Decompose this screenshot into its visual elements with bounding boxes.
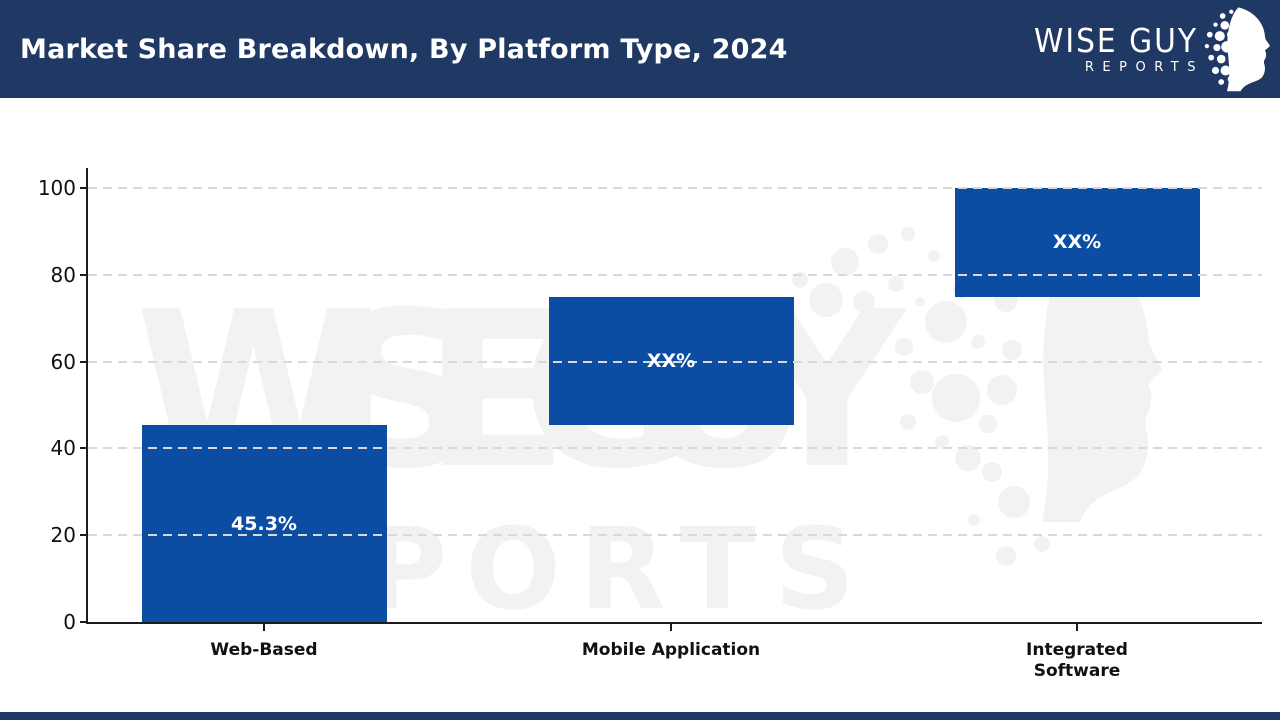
x-tick-mark — [670, 624, 672, 631]
wiseguy-logo-text: WISE GUY REPORTS — [1033, 20, 1198, 75]
gridline-100 — [88, 187, 1262, 189]
bar-segment — [141, 425, 387, 622]
x-tick-mark — [1076, 624, 1078, 631]
y-axis-line — [86, 168, 88, 624]
y-tick-label: 100 — [37, 176, 76, 200]
x-category-label: Integrated Software — [1026, 640, 1128, 681]
watermark-head-icon — [792, 227, 1162, 566]
logo-wordmark: WISE GUY — [1033, 20, 1198, 60]
header-bar: Market Share Breakdown, By Platform Type… — [0, 0, 1280, 98]
bar-value-label: XX% — [1052, 231, 1102, 254]
wiseguy-logo: WISE GUY REPORTS — [1034, 6, 1280, 92]
gridline-20 — [88, 534, 1262, 537]
y-tick-mark — [80, 447, 87, 450]
bar-segment — [954, 188, 1200, 297]
y-tick-label: 60 — [50, 349, 76, 374]
x-axis-line — [86, 622, 1262, 624]
bar-value-label: XX% — [646, 349, 696, 372]
gridline-40 — [88, 447, 1262, 450]
gridline-80 — [88, 273, 1262, 276]
y-tick-mark — [80, 621, 87, 623]
x-category-label: Web-Based — [210, 640, 318, 660]
y-tick-label: 0 — [63, 610, 76, 634]
gridline-60 — [88, 360, 1262, 363]
y-tick-mark — [80, 534, 87, 537]
x-category-label: Mobile Application — [581, 640, 761, 660]
logo-subtitle: REPORTS — [1084, 59, 1204, 75]
y-tick-mark — [80, 360, 87, 363]
bar-value-label: 45.3% — [231, 512, 297, 535]
y-tick-mark — [80, 187, 87, 189]
y-tick-label: 20 — [50, 523, 76, 548]
y-tick-mark — [80, 273, 87, 276]
y-tick-label: 40 — [50, 436, 76, 461]
wiseguy-head-icon — [1204, 7, 1270, 92]
y-tick-label: 80 — [50, 262, 76, 287]
footer-bar — [0, 712, 1280, 720]
x-tick-mark — [263, 624, 265, 631]
chart-title: Market Share Breakdown, By Platform Type… — [20, 33, 788, 65]
